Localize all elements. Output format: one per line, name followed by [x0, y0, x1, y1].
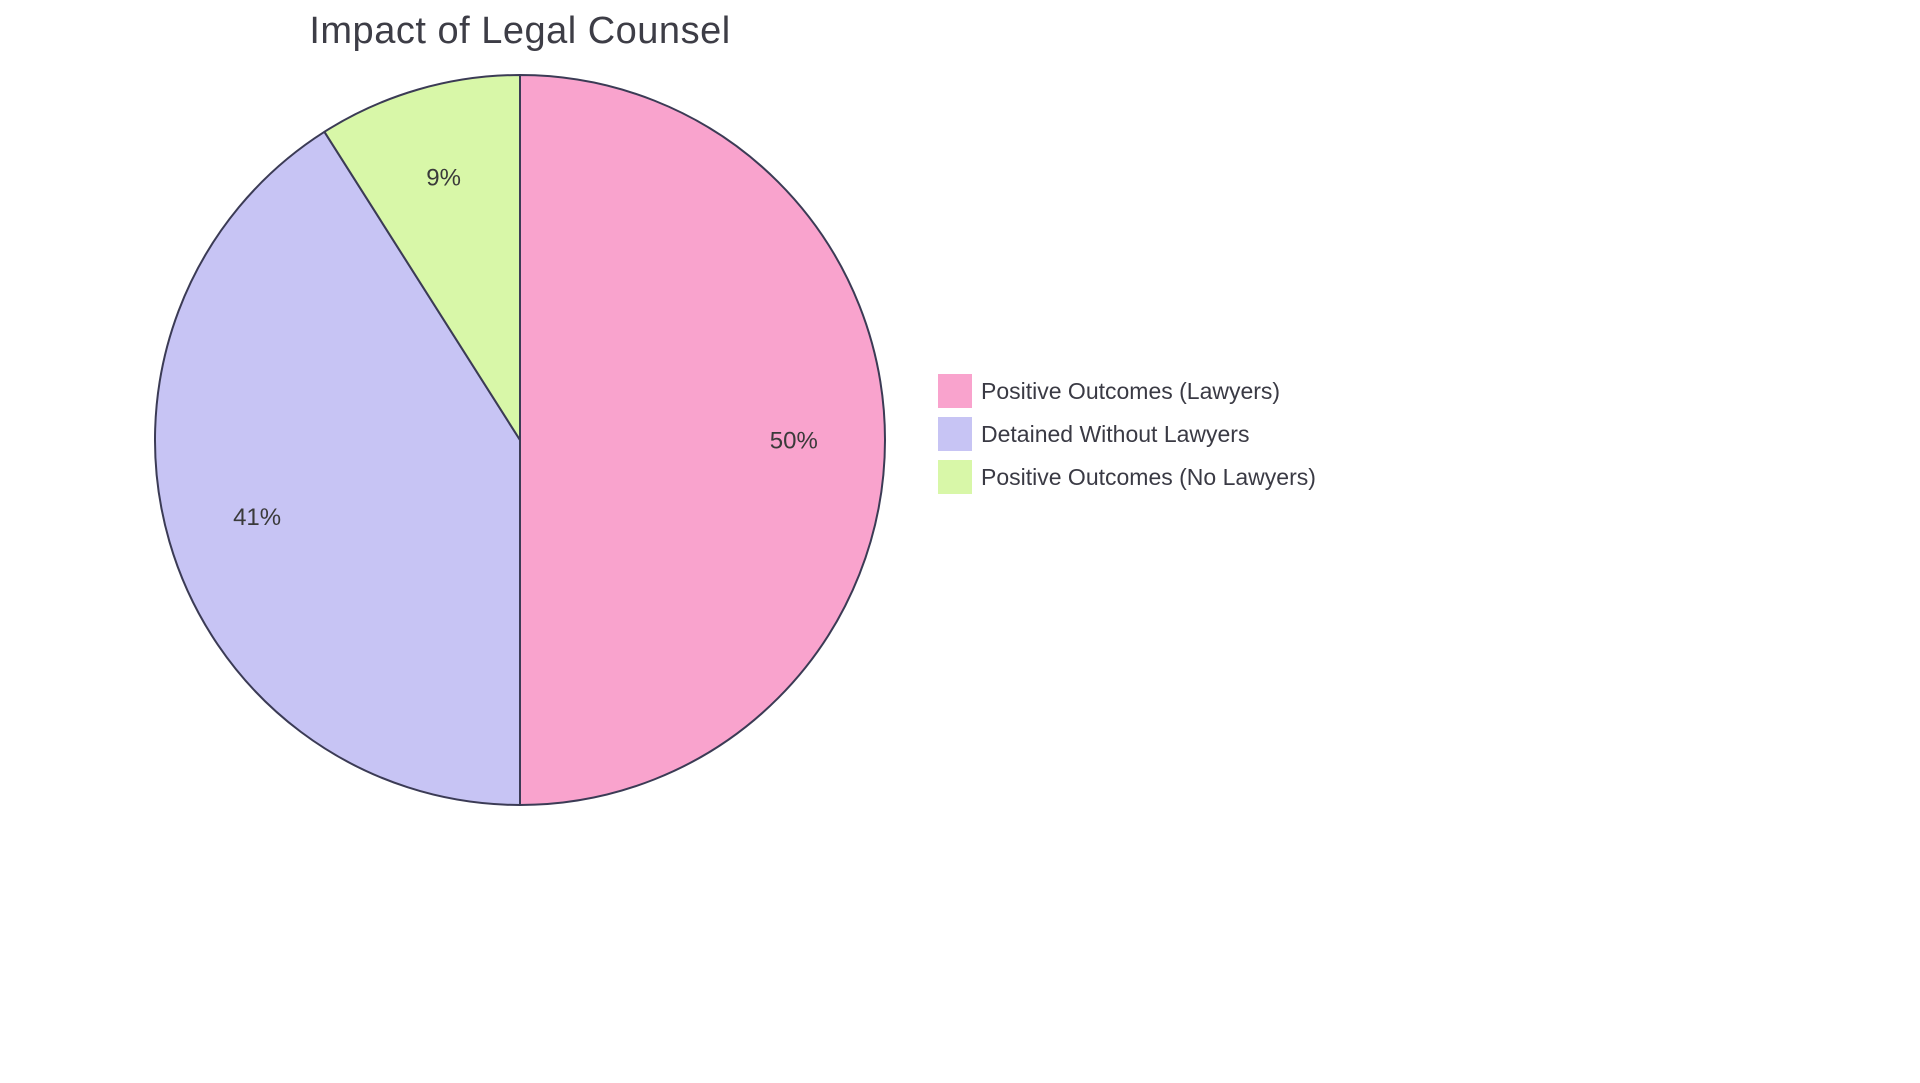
legend-swatch-detained-without-lawyers — [938, 417, 972, 451]
legend-label-positive-outcomes-no-lawyers: Positive Outcomes (No Lawyers) — [981, 463, 1316, 490]
pie-slice-positive-outcomes-no-lawyers — [323, 74, 521, 441]
legend-swatch-positive-outcomes-lawyers — [938, 374, 972, 408]
chart-legend: Positive Outcomes (Lawyers) Detained With… — [938, 374, 1316, 494]
pie-slice-positive-outcomes-lawyers — [519, 74, 886, 806]
legend-swatch-positive-outcomes-no-lawyers — [938, 460, 972, 494]
pie-slice-detained-without-lawyers — [154, 130, 521, 806]
legend-label-positive-outcomes-lawyers: Positive Outcomes (Lawyers) — [981, 377, 1281, 404]
legend-item-positive-outcomes-no-lawyers: Positive Outcomes (No Lawyers) — [938, 460, 1316, 494]
slice-value-label-positive-outcomes-lawyers: 50% — [770, 427, 818, 454]
legend-label-detained-without-lawyers: Detained Without Lawyers — [981, 420, 1250, 447]
legend-item-positive-outcomes-lawyers: Positive Outcomes (Lawyers) — [938, 374, 1316, 408]
slice-value-label-positive-outcomes-no-lawyers: 9% — [426, 165, 461, 192]
slice-value-label-detained-without-lawyers: 41% — [233, 504, 281, 531]
chart-title: Impact of Legal Counsel — [309, 10, 731, 52]
legend-item-detained-without-lawyers: Detained Without Lawyers — [938, 417, 1316, 451]
